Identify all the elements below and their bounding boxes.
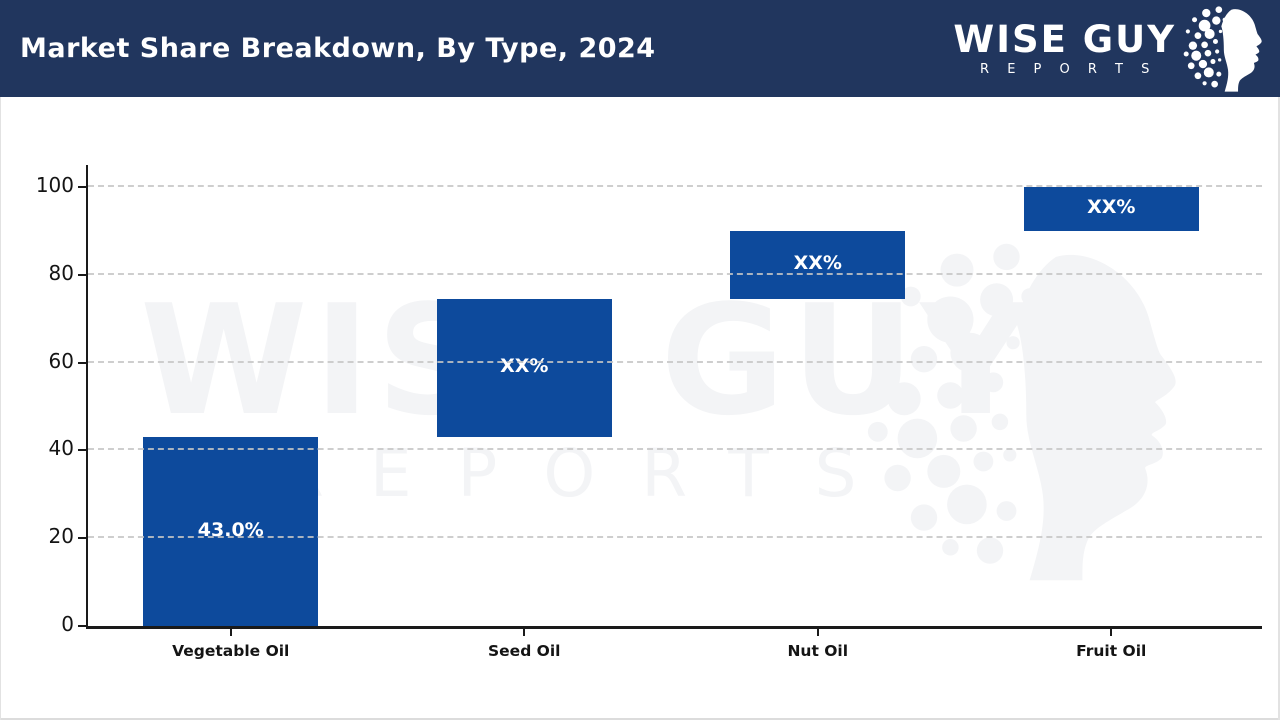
bar-value-label: XX%: [1087, 195, 1136, 218]
y-tick-label: 40: [48, 436, 74, 461]
x-category-label: Fruit Oil: [1076, 642, 1147, 660]
x-tick-mark: [816, 628, 819, 636]
x-category-label: Vegetable Oil: [172, 642, 290, 660]
gridline-y-80: [88, 272, 1262, 275]
bar-fruit-oil: XX%: [1023, 186, 1199, 231]
y-tick-mark: [78, 185, 86, 188]
brand-wordmark: WISE GUY R E P O R T S: [953, 21, 1176, 77]
brand-subtitle: R E P O R T S: [980, 61, 1157, 77]
page-bottom-border: [0, 718, 1280, 720]
gridline-y-60: [88, 360, 1262, 363]
bar-value-label: 43.0%: [197, 518, 264, 541]
chart-area: WISE GUY REPORTS 43.0% XX% XX% XX% 0 20 40 60 8…: [0, 97, 1280, 720]
gridline-y-40: [88, 448, 1262, 451]
x-axis-line: [86, 626, 1262, 629]
y-tick-mark: [78, 537, 86, 540]
header: Market Share Breakdown, By Type, 2024 WI…: [0, 0, 1280, 97]
page-right-border: [1278, 97, 1280, 720]
gridline-y-100: [88, 184, 1262, 187]
page-title: Market Share Breakdown, By Type, 2024: [20, 33, 656, 64]
plot-area: 43.0% XX% XX% XX%: [86, 165, 1262, 629]
y-tick-mark: [78, 449, 86, 452]
y-tick-mark: [78, 273, 86, 276]
y-tick-label: 60: [48, 348, 74, 373]
bar-value-label: XX%: [500, 355, 549, 378]
bar-seed-oil: XX%: [436, 298, 612, 438]
bar-nut-oil: XX%: [730, 230, 906, 299]
y-tick-label: 20: [48, 524, 74, 549]
bar-vegetable-oil: 43.0%: [143, 437, 319, 626]
x-category-label: Seed Oil: [488, 642, 561, 660]
y-tick-label: 100: [35, 172, 74, 197]
y-tick-label: 0: [61, 612, 74, 636]
x-tick-mark: [229, 628, 232, 636]
y-tick-mark: [78, 625, 86, 627]
brand-head-icon: [1180, 3, 1266, 95]
x-tick-mark: [523, 628, 526, 636]
brand-logo: WISE GUY R E P O R T S: [953, 3, 1266, 95]
page-left-border: [0, 97, 1, 720]
bar-value-label: XX%: [793, 251, 842, 274]
x-category-label: Nut Oil: [787, 642, 849, 660]
brand-name: WISE GUY: [953, 17, 1176, 61]
y-axis-line: [86, 165, 88, 628]
y-tick-label: 80: [48, 260, 74, 285]
y-tick-mark: [78, 361, 86, 364]
x-tick-mark: [1110, 628, 1113, 636]
gridline-y-20: [88, 536, 1262, 539]
